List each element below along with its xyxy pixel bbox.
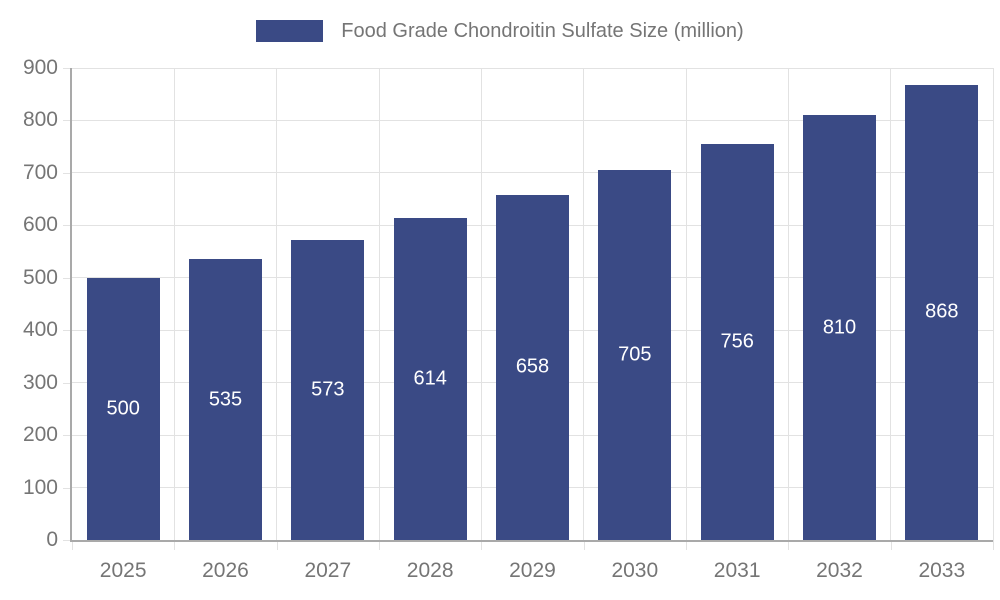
x-tick-label: 2032 bbox=[816, 559, 863, 582]
legend-label: Food Grade Chondroitin Sulfate Size (mil… bbox=[341, 20, 744, 42]
bar-value-label: 705 bbox=[618, 343, 652, 366]
y-axis-tick bbox=[63, 225, 71, 227]
x-gridline bbox=[480, 68, 482, 540]
y-axis-tick bbox=[63, 487, 71, 489]
y-tick-label: 200 bbox=[22, 423, 58, 447]
y-tick-label: 400 bbox=[22, 318, 58, 342]
y-tick-label: 800 bbox=[22, 108, 58, 132]
y-tick-label: 900 bbox=[22, 56, 58, 79]
bar: 810 bbox=[803, 115, 876, 540]
x-axis-tick bbox=[72, 540, 73, 550]
bar-value-label: 810 bbox=[822, 316, 857, 339]
y-tick-label: 600 bbox=[22, 213, 58, 237]
legend-swatch bbox=[256, 20, 324, 42]
bar: 614 bbox=[393, 218, 467, 540]
plot-area: 500 535 573 614 658 705 756 810 868 bbox=[72, 67, 994, 540]
bar-value-label: 614 bbox=[413, 367, 447, 390]
x-gridline bbox=[787, 68, 789, 540]
bar: 573 bbox=[291, 239, 365, 540]
bar-value-label: 500 bbox=[106, 397, 140, 420]
y-gridline bbox=[72, 119, 993, 121]
y-axis-tick bbox=[63, 172, 71, 174]
x-axis-tick bbox=[788, 540, 790, 550]
x-tick-label: 2028 bbox=[406, 559, 454, 582]
x-tick-label: 2029 bbox=[509, 559, 556, 582]
y-gridline bbox=[72, 67, 993, 69]
y-axis-tick bbox=[63, 330, 71, 332]
y-axis-tick bbox=[63, 68, 71, 69]
y-axis-tick bbox=[63, 540, 71, 541]
x-tick-label: 2031 bbox=[713, 559, 761, 582]
x-tick-label: 2033 bbox=[918, 559, 966, 582]
bar: 535 bbox=[189, 259, 262, 540]
x-gridline bbox=[173, 68, 175, 540]
y-tick-label: 300 bbox=[22, 370, 58, 394]
x-gridline bbox=[583, 68, 585, 540]
x-axis-tick bbox=[583, 540, 585, 550]
bar-value-label: 658 bbox=[515, 355, 550, 378]
legend: Food Grade Chondroitin Sulfate Size (mil… bbox=[0, 16, 1000, 46]
x-tick-label: 2025 bbox=[99, 559, 147, 582]
y-gridline bbox=[72, 172, 993, 174]
y-axis-tick bbox=[63, 277, 71, 279]
x-gridline bbox=[890, 68, 892, 540]
y-axis-tick bbox=[63, 382, 71, 384]
x-axis-line bbox=[70, 540, 993, 542]
bar-value-label: 573 bbox=[311, 378, 345, 401]
x-axis-tick bbox=[276, 540, 278, 550]
bar-value-label: 756 bbox=[720, 330, 754, 353]
x-axis-tick bbox=[686, 540, 687, 550]
y-tick-label: 500 bbox=[22, 265, 58, 289]
x-axis-tick bbox=[379, 540, 380, 550]
x-gridline bbox=[685, 68, 687, 540]
y-tick-label: 0 bbox=[46, 528, 58, 551]
x-axis-tick bbox=[174, 540, 176, 550]
x-tick-label: 2026 bbox=[202, 559, 249, 582]
y-axis-tick bbox=[63, 120, 71, 122]
y-axis-tick bbox=[63, 435, 71, 437]
x-gridline bbox=[276, 68, 278, 540]
y-axis-line bbox=[70, 68, 72, 542]
x-gridline bbox=[992, 68, 994, 540]
bar-value-label: 535 bbox=[208, 388, 243, 411]
x-axis-tick bbox=[481, 540, 483, 550]
x-tick-label: 2030 bbox=[611, 559, 659, 582]
bar-value-label: 868 bbox=[925, 300, 959, 323]
y-tick-label: 100 bbox=[22, 475, 58, 499]
bar: 500 bbox=[86, 277, 160, 540]
x-tick-label: 2027 bbox=[304, 559, 352, 582]
bar: 705 bbox=[598, 170, 672, 540]
x-axis-tick bbox=[890, 540, 892, 550]
bar: 756 bbox=[700, 143, 774, 540]
bar: 658 bbox=[496, 194, 569, 540]
x-axis-tick bbox=[993, 540, 994, 550]
bar: 868 bbox=[905, 84, 979, 540]
x-gridline bbox=[378, 68, 380, 540]
y-tick-label: 700 bbox=[22, 160, 58, 184]
